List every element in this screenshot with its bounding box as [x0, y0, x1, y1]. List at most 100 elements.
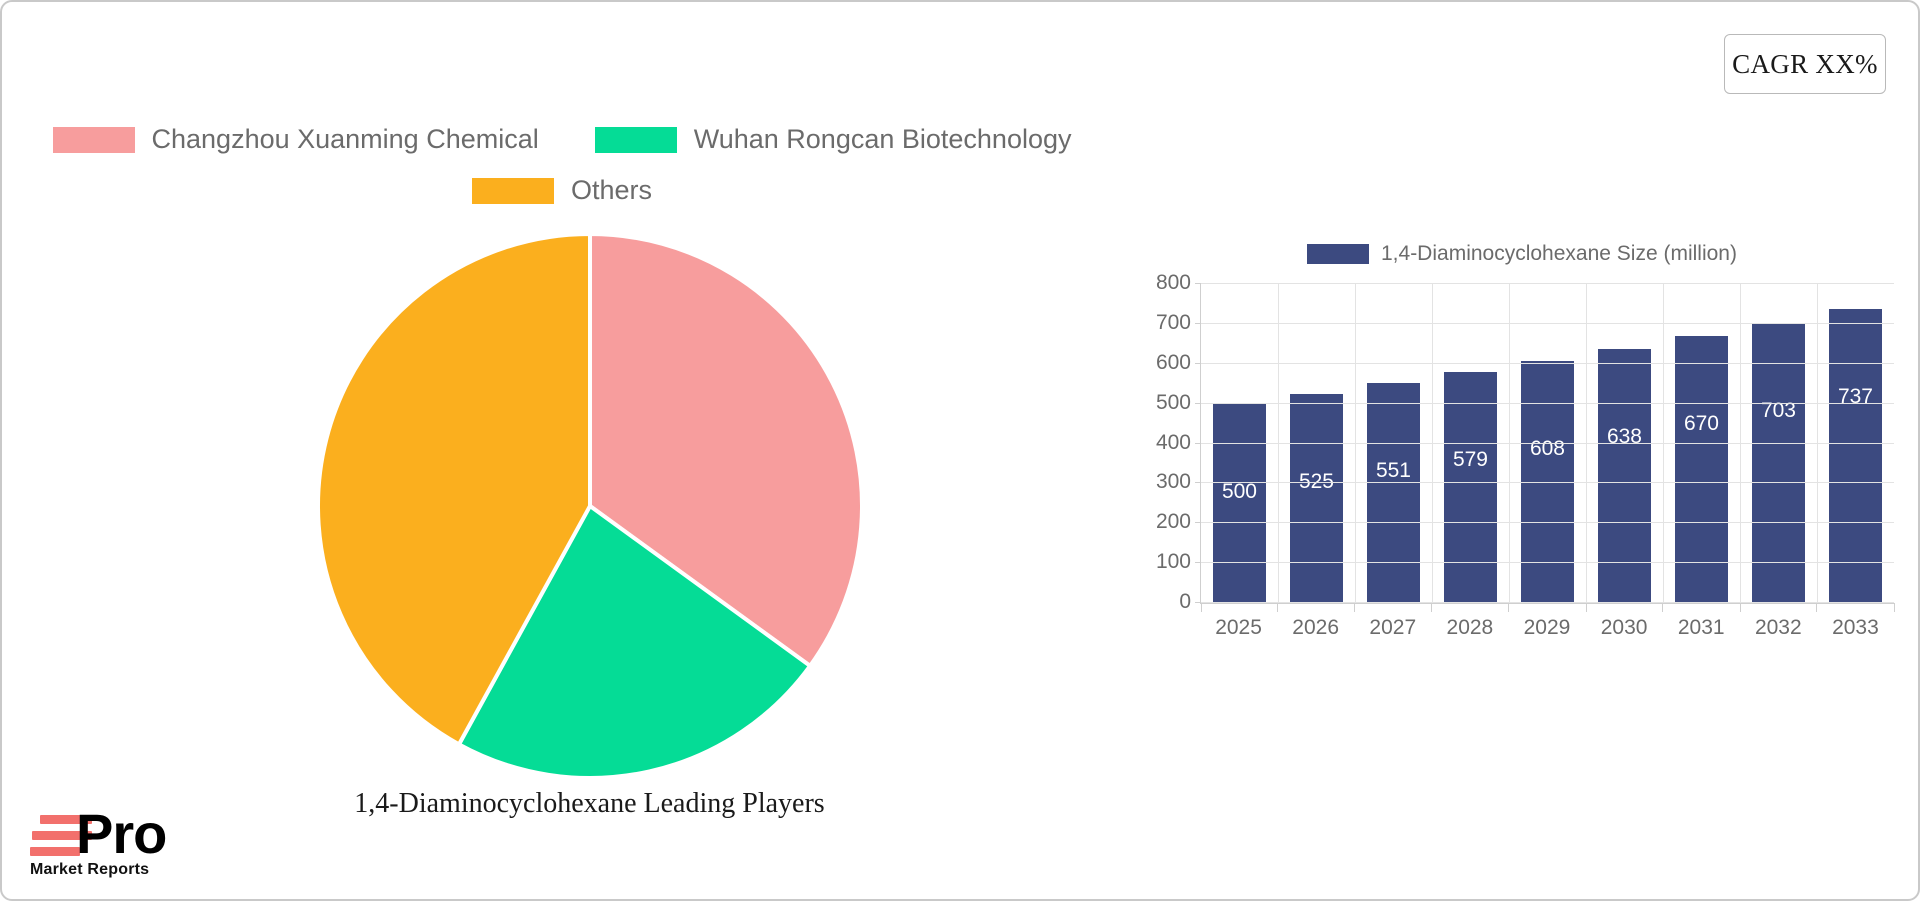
gridline-vertical — [1663, 284, 1664, 603]
bar-chart: 1,4-Diaminocyclohexane Size (million) 50… — [1142, 242, 1902, 672]
pie-legend-swatch-icon — [471, 177, 554, 204]
pro-market-reports-logo: Pro Market Reports — [30, 802, 210, 887]
bar[interactable]: 737 — [1829, 309, 1882, 603]
bar-value-label: 579 — [1452, 448, 1488, 472]
bar-legend-label: 1,4-Diaminocyclohexane Size (million) — [1381, 242, 1737, 265]
logo-bar-2 — [32, 831, 92, 840]
logo-bar-1 — [40, 815, 92, 824]
x-axis-tick — [1431, 603, 1433, 612]
bar-value-label: 737 — [1837, 385, 1873, 409]
gridline-vertical — [1354, 284, 1356, 603]
pie-legend-swatch-icon — [52, 126, 135, 153]
pie-legend-label: Wuhan Rongcan Biotechnology — [693, 124, 1072, 154]
x-axis-tick — [1816, 603, 1818, 612]
pie-legend-row-2: Others — [2, 175, 1122, 206]
bar[interactable]: 551 — [1367, 383, 1420, 603]
bar-chart-plot-area: 500 525 551 579 608 638 670 703 737 0 100 200 300 40… — [1142, 271, 1902, 654]
x-axis-tick-label: 2027 — [1369, 616, 1417, 639]
x-axis-tick-label: 2033 — [1832, 616, 1879, 639]
pie-chart-svg — [316, 231, 864, 780]
x-axis-tick-label: 2029 — [1523, 616, 1571, 639]
gridline-vertical — [1277, 284, 1279, 603]
pie-slice[interactable] — [456, 503, 813, 780]
bar-slot: 579 — [1432, 284, 1509, 603]
x-axis-tick — [1585, 603, 1587, 612]
bar-slot: 500 — [1201, 284, 1278, 603]
pie-chart-title: 1,4-Diaminocyclohexane Leading Players — [354, 788, 825, 819]
bar-chart-axes: 500 525 551 579 608 638 670 703 737 0 100 200 300 40… — [1156, 271, 1895, 613]
x-axis-tick — [1354, 603, 1356, 612]
logo-tagline: Market Reports — [30, 861, 150, 878]
bar[interactable]: 525 — [1290, 393, 1343, 603]
pie-legend-swatch-icon — [594, 126, 677, 153]
bar-legend-swatch-icon — [1307, 244, 1369, 264]
bar[interactable]: 579 — [1444, 372, 1497, 603]
gridline-horizontal: 500 — [1156, 391, 1894, 414]
gridline-vertical — [1508, 284, 1510, 603]
x-axis-tick-label: 2025 — [1215, 616, 1262, 639]
gridline-vertical — [1432, 284, 1433, 603]
gridline-horizontal: 200 — [1156, 510, 1894, 533]
bar-slot: 608 — [1509, 284, 1586, 603]
bar-value-label: 608 — [1529, 436, 1565, 460]
bar-value-label: 703 — [1760, 398, 1796, 422]
pie-slice[interactable] — [316, 231, 592, 748]
cagr-badge: CAGR XX% — [1724, 34, 1886, 94]
gridline-horizontal: 300 — [1156, 470, 1894, 493]
y-axis-tick-label: 500 — [1155, 390, 1191, 414]
logo-wordmark: Pro — [76, 802, 167, 865]
cagr-badge-label: CAGR XX% — [1732, 48, 1878, 79]
x-axis-tick — [1277, 603, 1279, 612]
bar-value-label: 525 — [1298, 469, 1334, 493]
y-axis-tick-label: 600 — [1155, 350, 1191, 374]
y-axis-tick-label: 300 — [1155, 470, 1191, 494]
bar[interactable]: 500 — [1213, 403, 1266, 603]
x-axis-tick — [1662, 603, 1664, 612]
bar-chart-x-axis-labels: 2025 2026 2027 2028 2029 2030 2031 2032 2033 — [1200, 616, 1894, 640]
pie-legend-label: Changzhou Xuanming Chemical — [151, 124, 539, 154]
y-axis-tick-label: 200 — [1155, 510, 1191, 534]
bar-slot: 737 — [1817, 284, 1894, 603]
gridline-vertical — [1816, 284, 1818, 603]
y-axis-tick-label: 700 — [1155, 310, 1191, 334]
gridline-horizontal: 600 — [1156, 351, 1894, 374]
bar-value-label: 638 — [1606, 424, 1642, 448]
bar[interactable]: 638 — [1598, 348, 1651, 603]
y-axis-tick-label: 800 — [1155, 271, 1191, 294]
x-axis-tick-label: 2032 — [1754, 616, 1802, 639]
y-axis-tick-label: 400 — [1155, 430, 1191, 454]
y-axis-tick-label: 100 — [1155, 550, 1191, 574]
bar-value-label: 670 — [1683, 411, 1719, 435]
gridline-horizontal: 400 — [1156, 431, 1894, 454]
gridline-horizontal: 700 — [1156, 311, 1894, 334]
pie-chart — [315, 231, 865, 781]
bar-slot: 551 — [1355, 284, 1432, 603]
logo-speed-bars-icon — [30, 815, 92, 863]
bar-value-label: 500 — [1221, 479, 1257, 503]
bar-chart-legend[interactable]: 1,4-Diaminocyclohexane Size (million) — [1142, 242, 1902, 266]
gridline-horizontal: 100 — [1156, 550, 1894, 573]
gridline-vertical — [1586, 284, 1587, 603]
bar[interactable]: 670 — [1675, 335, 1728, 603]
x-axis-tick-label: 2030 — [1600, 616, 1648, 639]
bar-chart-bars: 500 525 551 579 608 638 670 703 737 — [1201, 284, 1894, 603]
bar-slot: 638 — [1586, 284, 1663, 603]
x-axis-tick — [1739, 603, 1741, 612]
x-axis-tick-label: 2031 — [1677, 616, 1725, 639]
gridline-horizontal: 800 — [1156, 271, 1894, 294]
bar-slot: 703 — [1740, 284, 1817, 603]
gridline-vertical — [1740, 284, 1741, 603]
x-axis-tick-label: 2026 — [1292, 616, 1340, 639]
pie-legend: Changzhou Xuanming Chemical Wuhan Rongca… — [2, 124, 1122, 226]
pie-legend-item-changzhou-xuanming-chemical[interactable]: Changzhou Xuanming Chemical — [52, 124, 539, 155]
logo-mark: Pro — [30, 802, 210, 865]
y-axis-tick-label: 0 — [1179, 590, 1191, 613]
bar-slot: 670 — [1663, 284, 1740, 603]
pie-legend-item-others[interactable]: Others — [471, 175, 652, 206]
x-axis-tick — [1893, 603, 1895, 612]
bar[interactable]: 703 — [1752, 322, 1805, 603]
pie-legend-item-wuhan-rongcan-biotechnology[interactable]: Wuhan Rongcan Biotechnology — [594, 124, 1072, 155]
pie-slice[interactable] — [588, 231, 864, 669]
logo-bar-3 — [30, 847, 80, 856]
